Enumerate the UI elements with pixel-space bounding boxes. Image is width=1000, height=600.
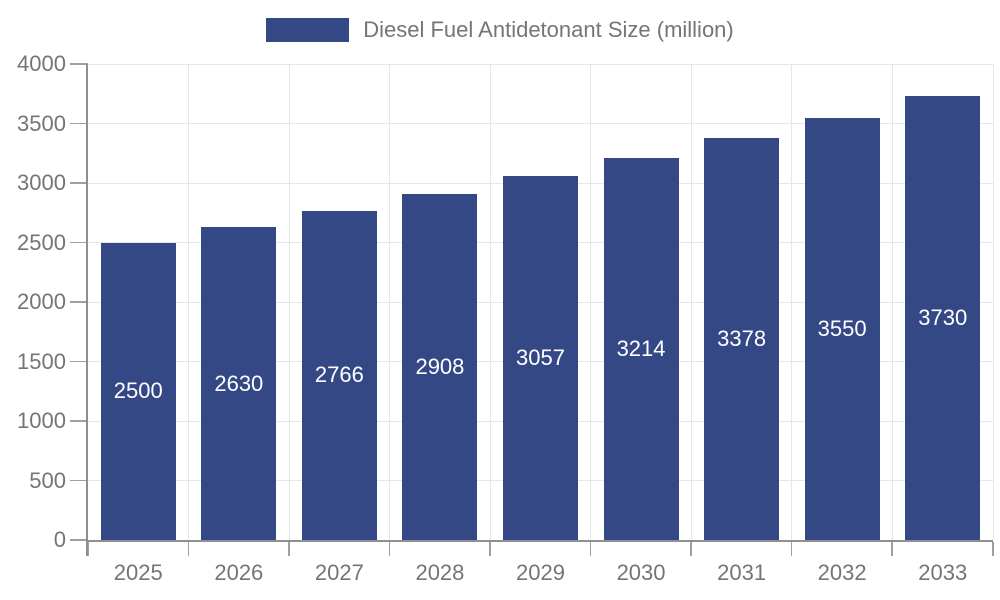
x-axis-tick-label: 2033 [918,560,968,585]
bar-2028: 2908 [402,193,478,540]
x-axis-tick-label: 2032 [817,560,867,585]
legend-swatch [266,18,350,42]
y-axis-tick [70,241,88,243]
gridline-vertical [590,64,592,540]
x-axis-tick-label: 2029 [516,560,565,585]
x-axis-tick [187,542,190,556]
y-axis-tick-label: 1500 [17,348,66,374]
gridline-horizontal [88,63,993,65]
y-axis-tick [70,182,88,184]
y-axis-tick [70,539,88,541]
x-axis-tick [891,542,893,556]
x-axis-tick-label: 2031 [717,560,767,585]
y-axis-tick-label: 1000 [17,408,66,433]
y-axis-tick [70,360,88,362]
gridline-vertical [891,64,893,540]
bar-value-label: 3730 [918,305,968,331]
y-axis-tick [70,301,88,303]
bar-value-label: 3550 [817,315,867,341]
y-axis-tick [70,479,88,481]
x-axis-tick [589,542,592,556]
gridline-vertical [489,64,491,540]
x-axis-tick [288,542,290,556]
y-axis-tick [70,122,88,124]
y-axis-tick-label: 2500 [17,229,66,255]
x-axis-tick-label: 2028 [415,560,465,585]
y-axis-tick-label: 500 [29,467,66,493]
x-axis-tick [690,542,692,556]
gridline-vertical [791,64,793,540]
x-axis-tick [388,542,391,556]
y-axis-line [86,64,88,556]
bar-value-label: 2766 [314,362,364,388]
x-axis-tick-label: 2030 [616,560,666,585]
y-axis-tick-label: 3000 [17,170,66,195]
x-axis-tick-label: 2027 [314,560,364,585]
y-axis-tick-label: 0 [53,527,66,552]
x-axis-tick [992,542,994,556]
legend-label: Diesel Fuel Antidetonant Size (million) [363,17,734,42]
bar-2026: 2630 [201,227,277,540]
gridline-vertical [288,64,290,540]
bar-value-label: 2908 [415,353,465,379]
x-axis-line [88,540,993,542]
bar-value-label: 3057 [516,345,565,371]
y-axis-tick [70,420,88,422]
bar-value-label: 2630 [214,370,264,396]
bar-value-label: 2500 [113,378,163,404]
bar-2029: 3057 [503,176,578,540]
y-axis-tick-label: 4000 [17,51,66,76]
x-axis-tick [489,542,491,556]
bar-value-label: 3214 [616,335,666,361]
chart-legend[interactable]: Diesel Fuel Antidetonant Size (million) [0,16,1000,44]
x-axis-tick-label: 2025 [113,560,163,585]
x-axis-tick-label: 2026 [214,560,264,585]
bar-2027: 2766 [301,210,377,540]
bar-2030: 3214 [603,157,679,540]
x-axis-tick [790,542,793,556]
gridline-vertical [690,64,692,540]
gridline-vertical [992,64,994,540]
y-axis-tick-label: 2000 [17,289,66,314]
y-axis-tick-label: 3500 [17,110,66,136]
y-axis-tick [70,63,88,65]
bar-2032: 3550 [804,117,880,540]
gridline-vertical [389,64,391,540]
bar-2033: 3730 [905,96,981,540]
bar-2025: 2500 [100,242,176,540]
gridline-horizontal [88,123,993,124]
bar-2031: 3378 [704,138,780,540]
gridline-vertical [188,64,190,540]
bar-value-label: 3378 [717,326,767,351]
